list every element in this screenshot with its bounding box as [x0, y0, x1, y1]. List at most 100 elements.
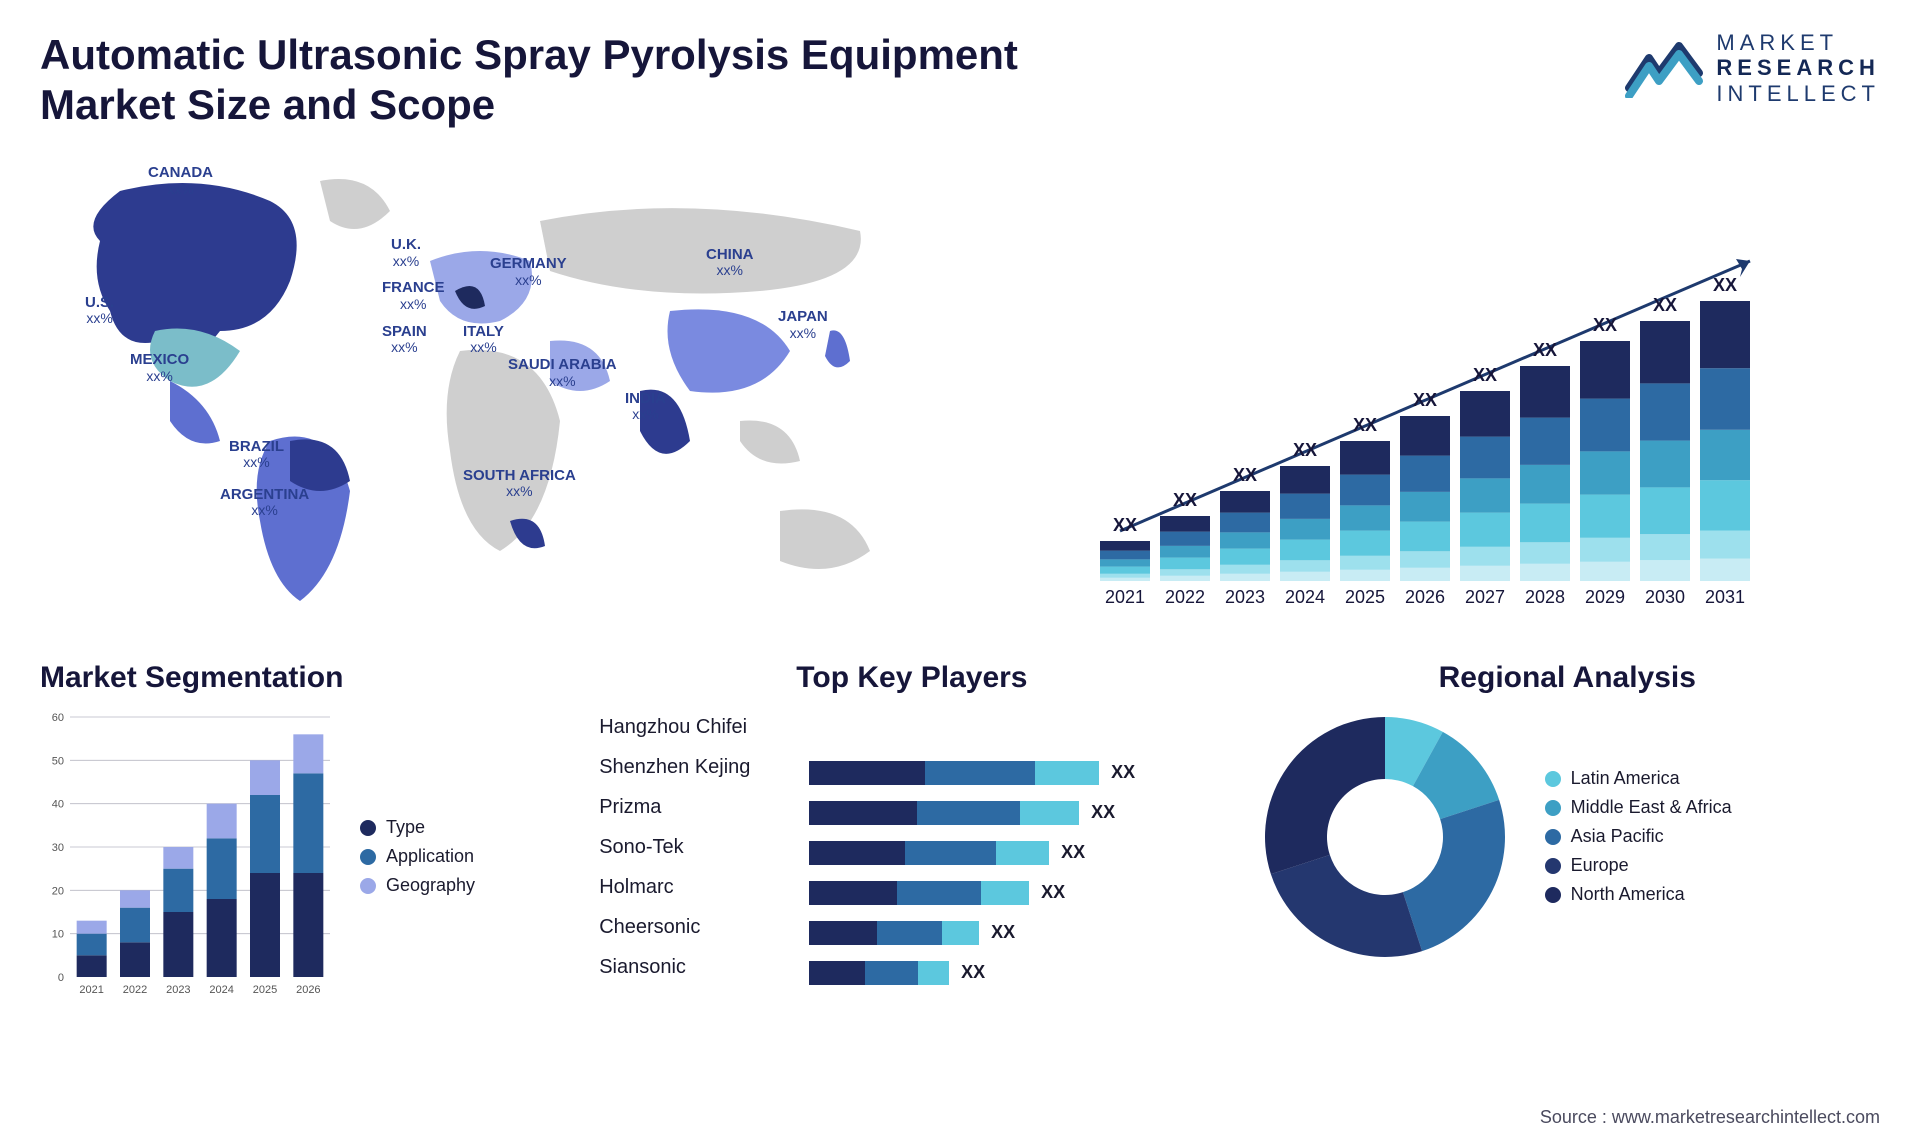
forecast-bar-seg	[1160, 569, 1210, 576]
forecast-bar-seg	[1640, 383, 1690, 440]
players-title: Top Key Players	[599, 661, 1224, 695]
seg-ytick: 60	[52, 712, 64, 724]
donut-slice	[1265, 717, 1385, 874]
forecast-chart: XX2021XX2022XX2023XX2024XX2025XX2026XX20…	[980, 151, 1880, 631]
players-panel: Top Key Players Hangzhou ChifeiShenzhen …	[599, 661, 1224, 1041]
seg-year-label: 2022	[123, 984, 147, 996]
regional-legend-item: Europe	[1545, 855, 1732, 876]
map-label-germany: GERMANYxx%	[490, 256, 567, 288]
donut-slice	[1270, 855, 1421, 957]
legend-swatch	[1545, 771, 1561, 787]
regional-legend: Latin AmericaMiddle East & AfricaAsia Pa…	[1545, 760, 1732, 913]
logo-line3: INTELLECT	[1716, 81, 1880, 106]
player-bar-row: XX	[809, 833, 1224, 873]
seg-bar-seg	[120, 907, 150, 942]
player-bar-row: XX	[809, 913, 1224, 953]
forecast-bar-seg	[1340, 441, 1390, 475]
logo-text: MARKET RESEARCH INTELLECT	[1716, 30, 1880, 106]
forecast-bar-label: XX	[1413, 390, 1437, 410]
seg-bar-seg	[163, 868, 193, 911]
seg-year-label: 2023	[166, 984, 190, 996]
map-label-mexico: MEXICOxx%	[130, 352, 189, 384]
player-name: Prizma	[599, 787, 789, 827]
forecast-bar-seg	[1100, 541, 1150, 551]
legend-label: Type	[386, 817, 425, 838]
forecast-bar-seg	[1400, 416, 1450, 456]
forecast-bar-seg	[1700, 480, 1750, 530]
seg-bar-seg	[250, 795, 280, 873]
map-label-argentina: ARGENTINAxx%	[220, 487, 309, 519]
forecast-bar-seg	[1280, 519, 1330, 540]
forecast-bar-seg	[1220, 574, 1270, 581]
forecast-bar-seg	[1520, 366, 1570, 418]
forecast-bar-seg	[1280, 560, 1330, 572]
forecast-year-label: 2026	[1405, 587, 1445, 607]
forecast-year-label: 2031	[1705, 587, 1745, 607]
forecast-bar-seg	[1460, 436, 1510, 478]
seg-bar-seg	[163, 847, 193, 869]
legend-swatch	[1545, 829, 1561, 845]
forecast-bar-label: XX	[1173, 490, 1197, 510]
forecast-bar-seg	[1280, 539, 1330, 560]
forecast-bar-label: XX	[1353, 415, 1377, 435]
forecast-bar-label: XX	[1533, 340, 1557, 360]
seg-bar-seg	[163, 912, 193, 977]
player-bar-seg	[925, 761, 1035, 785]
seg-ytick: 10	[52, 928, 64, 940]
player-bar-seg	[809, 921, 877, 945]
seg-bar-seg	[120, 890, 150, 907]
player-bar-seg	[1020, 801, 1079, 825]
player-bar-seg	[917, 801, 1020, 825]
forecast-bar-seg	[1700, 558, 1750, 580]
forecast-bar-seg	[1220, 532, 1270, 548]
player-bar-seg	[981, 881, 1029, 905]
player-bar-seg	[865, 961, 918, 985]
map-label-japan: JAPANxx%	[778, 309, 828, 341]
player-bar-row	[809, 713, 1224, 753]
forecast-bar-seg	[1340, 570, 1390, 581]
seg-bar-seg	[293, 773, 323, 873]
seg-year-label: 2021	[79, 984, 103, 996]
forecast-bar-seg	[1640, 560, 1690, 581]
player-bar-value: XX	[1111, 762, 1135, 783]
forecast-bar-seg	[1160, 576, 1210, 581]
player-bar-seg	[809, 761, 925, 785]
world-map-panel: CANADAxx%U.S.xx%MEXICOxx%BRAZILxx%ARGENT…	[40, 151, 940, 631]
forecast-year-label: 2023	[1225, 587, 1265, 607]
forecast-bar-seg	[1520, 417, 1570, 464]
player-bar-value: XX	[1061, 842, 1085, 863]
forecast-bar-label: XX	[1473, 365, 1497, 385]
player-name: Shenzhen Kejing	[599, 747, 789, 787]
forecast-bar-seg	[1340, 556, 1390, 570]
forecast-bar-seg	[1460, 391, 1510, 437]
legend-swatch	[360, 849, 376, 865]
forecast-bar-seg	[1160, 557, 1210, 569]
legend-label: Asia Pacific	[1571, 826, 1664, 847]
legend-label: North America	[1571, 884, 1685, 905]
legend-label: Middle East & Africa	[1571, 797, 1732, 818]
map-label-canada: CANADAxx%	[148, 165, 213, 197]
player-name: Sono-Tek	[599, 827, 789, 867]
map-label-china: CHINAxx%	[706, 247, 754, 279]
player-bar-seg	[905, 841, 996, 865]
seg-bar-seg	[120, 942, 150, 977]
seg-ytick: 30	[52, 842, 64, 854]
regional-legend-item: North America	[1545, 884, 1732, 905]
seg-bar-seg	[293, 873, 323, 977]
forecast-bar-seg	[1100, 566, 1150, 573]
player-bar-value: XX	[1091, 802, 1115, 823]
seg-legend-item: Application	[360, 846, 475, 867]
seg-year-label: 2026	[296, 984, 320, 996]
forecast-bar-seg	[1100, 559, 1150, 566]
donut-chart	[1255, 707, 1515, 967]
seg-bar-seg	[77, 920, 107, 933]
forecast-bar-seg	[1100, 550, 1150, 559]
brand-logo: MARKET RESEARCH INTELLECT	[1624, 30, 1880, 106]
legend-label: Geography	[386, 875, 475, 896]
forecast-year-label: 2022	[1165, 587, 1205, 607]
seg-ytick: 20	[52, 885, 64, 897]
header: Automatic Ultrasonic Spray Pyrolysis Equ…	[40, 30, 1880, 131]
forecast-bar-seg	[1700, 530, 1750, 558]
forecast-year-label: 2025	[1345, 587, 1385, 607]
forecast-bar-seg	[1280, 466, 1330, 494]
